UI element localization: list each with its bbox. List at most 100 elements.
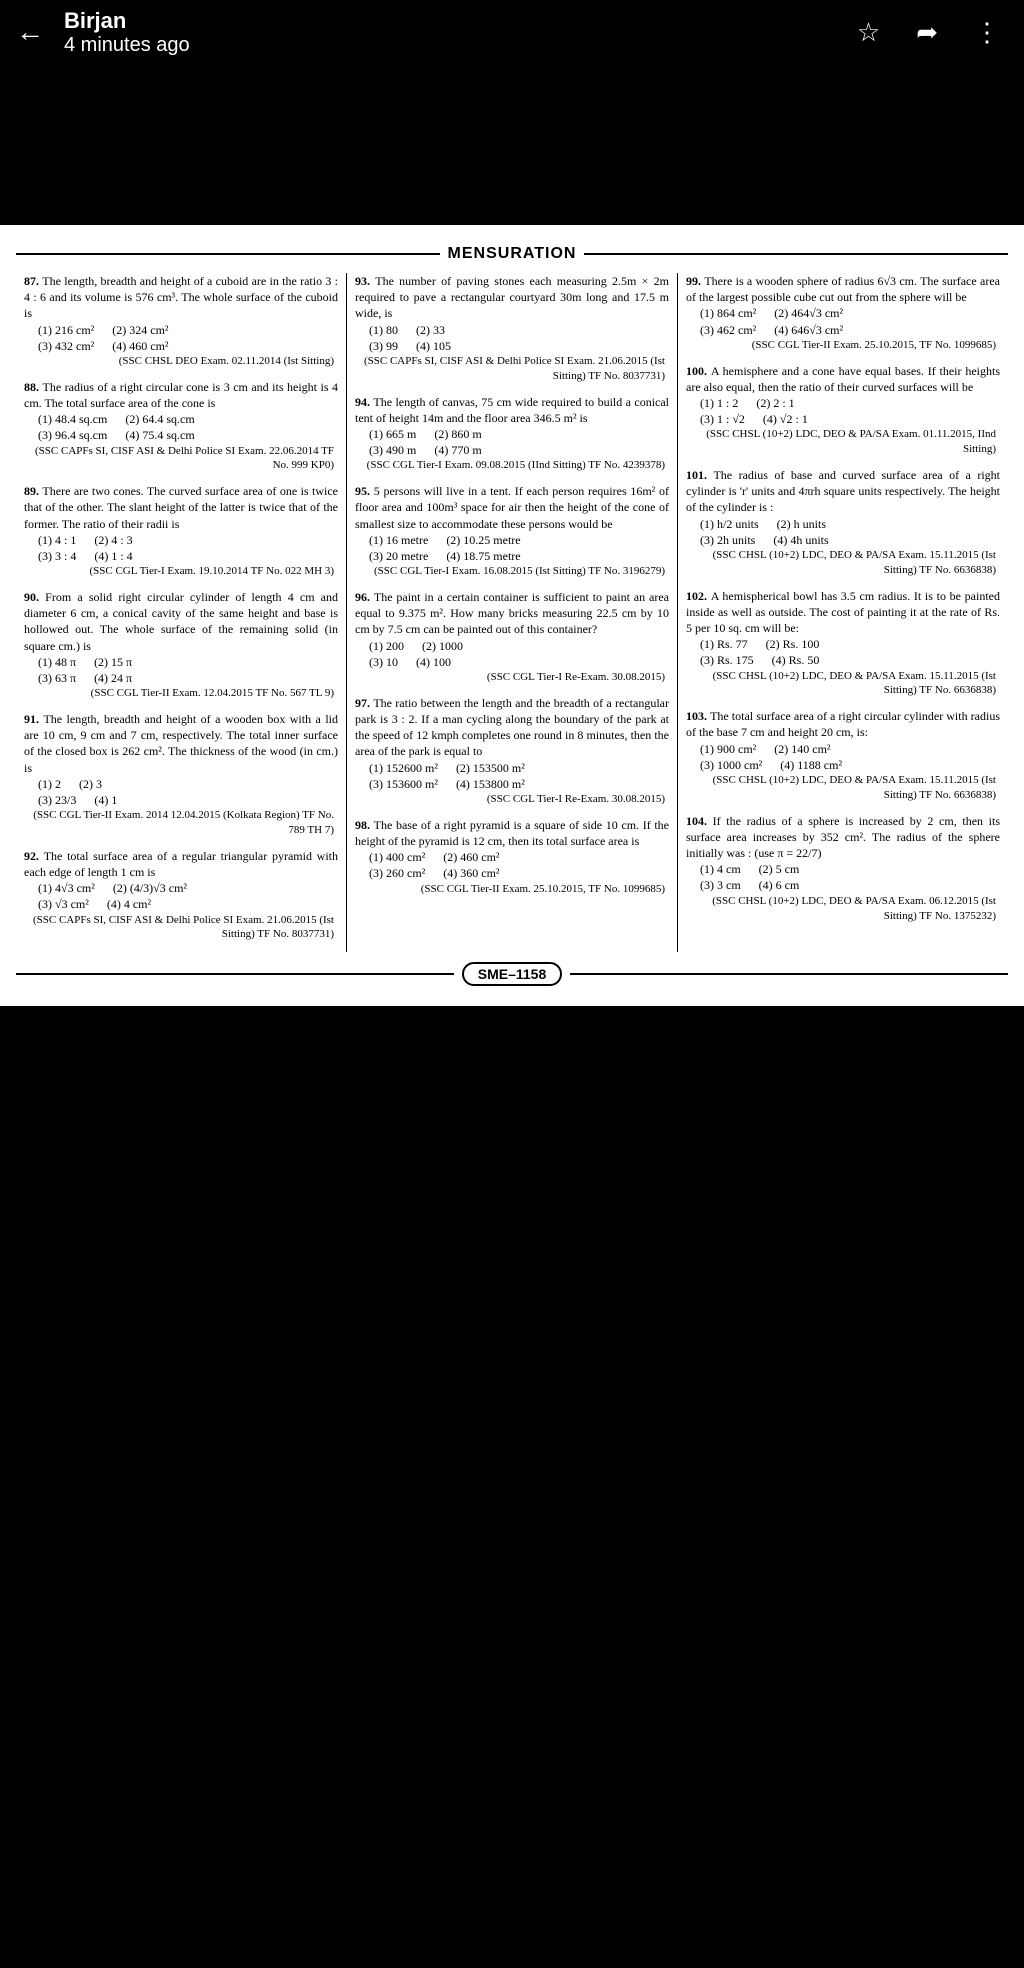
option: (4) 4h units <box>773 532 828 548</box>
question-options: (1) 4 cm(2) 5 cm(3) 3 cm(4) 6 cm <box>686 861 1000 893</box>
question-source: (SSC CGL Tier-II Exam. 12.04.2015 TF No.… <box>24 686 338 703</box>
option: (3) 490 m <box>369 442 416 458</box>
star-icon[interactable]: ☆ <box>849 18 888 48</box>
option: (4) 105 <box>416 338 451 354</box>
option: (4) 24 π <box>94 670 132 686</box>
option: (3) 23/3 <box>38 792 76 808</box>
option: (2) 324 cm² <box>112 322 168 338</box>
question: 95. 5 persons will live in a tent. If ea… <box>355 483 669 581</box>
question: 88. The radius of a right circular cone … <box>24 379 338 475</box>
option: (4) 1 : 4 <box>94 548 132 564</box>
option: (3) 432 cm² <box>38 338 94 354</box>
option-row: (3) Rs. 175(4) Rs. 50 <box>700 652 1000 668</box>
question-columns: 87. The length, breadth and height of a … <box>16 273 1008 952</box>
question-source: (SSC CHSL (10+2) LDC, DEO & PA/SA Exam. … <box>686 669 1000 701</box>
option: (1) 152600 m² <box>369 760 438 776</box>
option: (1) 16 metre <box>369 532 428 548</box>
option: (3) √3 cm² <box>38 896 89 912</box>
question-options: (1) 900 cm²(2) 140 cm²(3) 1000 cm²(4) 11… <box>686 741 1000 773</box>
question-options: (1) 665 m(2) 860 m(3) 490 m(4) 770 m <box>355 426 669 458</box>
question-source: (SSC CHSL DEO Exam. 02.11.2014 (Ist Sitt… <box>24 354 338 371</box>
option: (2) h units <box>777 516 826 532</box>
question-text: 104. If the radius of a sphere is increa… <box>686 813 1000 862</box>
option: (1) h/2 units <box>700 516 759 532</box>
option-row: (3) 490 m(4) 770 m <box>369 442 669 458</box>
option-row: (1) 4√3 cm²(2) (4/3)√3 cm² <box>38 880 338 896</box>
option-row: (1) 665 m(2) 860 m <box>369 426 669 442</box>
option-row: (1) 4 cm(2) 5 cm <box>700 861 1000 877</box>
option: (1) 200 <box>369 638 404 654</box>
share-icon[interactable]: ➦ <box>908 18 946 48</box>
question: 103. The total surface area of a right c… <box>686 708 1000 804</box>
option: (3) 2h units <box>700 532 755 548</box>
option: (3) 153600 m² <box>369 776 438 792</box>
option-row: (1) 900 cm²(2) 140 cm² <box>700 741 1000 757</box>
option-row: (3) 2h units (4) 4h units <box>700 532 1000 548</box>
question-number: 97. <box>355 696 373 710</box>
option-row: (1) 400 cm²(2) 460 cm² <box>369 849 669 865</box>
option-row: (3) 3 : 4(4) 1 : 4 <box>38 548 338 564</box>
option: (2) 153500 m² <box>456 760 525 776</box>
option: (4) 153800 m² <box>456 776 525 792</box>
option: (4) 18.75 metre <box>446 548 520 564</box>
option-row: (3) 23/3(4) 1 <box>38 792 338 808</box>
question: 96. The paint in a certain container is … <box>355 589 669 687</box>
question-source: (SSC CGL Tier-I Exam. 19.10.2014 TF No. … <box>24 564 338 581</box>
option: (3) 96.4 sq.cm <box>38 427 107 443</box>
option-row: (3) 3 cm(4) 6 cm <box>700 877 1000 893</box>
option-row: (3) 462 cm² (4) 646√3 cm² <box>700 322 1000 338</box>
question-text: 87. The length, breadth and height of a … <box>24 273 338 322</box>
question-source: (SSC CGL Tier-I Exam. 16.08.2015 (Ist Si… <box>355 564 669 581</box>
option-row: (3) 10(4) 100 <box>369 654 669 670</box>
option-row: (1) Rs. 77(2) Rs. 100 <box>700 636 1000 652</box>
option: (1) 80 <box>369 322 398 338</box>
question-number: 90. <box>24 590 45 604</box>
question-options: (1) 4 : 1(2) 4 : 3(3) 3 : 4(4) 1 : 4 <box>24 532 338 564</box>
option: (2) 64.4 sq.cm <box>125 411 194 427</box>
option: (2) 1000 <box>422 638 463 654</box>
question-options: (1) 16 metre(2) 10.25 metre(3) 20 metre(… <box>355 532 669 564</box>
option-row: (3) 432 cm² (4) 460 cm² <box>38 338 338 354</box>
option-row: (1) 152600 m² (2) 153500 m² <box>369 760 669 776</box>
question-number: 94. <box>355 395 373 409</box>
option: (3) 462 cm² <box>700 322 756 338</box>
question-text: 92. The total surface area of a regular … <box>24 848 338 880</box>
question-text: 96. The paint in a certain container is … <box>355 589 669 638</box>
more-icon[interactable]: ⋮ <box>966 18 1008 48</box>
question: 100. A hemisphere and a cone have equal … <box>686 363 1000 459</box>
option-row: (1) h/2 units (2) h units <box>700 516 1000 532</box>
question-number: 103. <box>686 709 710 723</box>
option: (1) 4 : 1 <box>38 532 76 548</box>
option: (4) 646√3 cm² <box>774 322 843 338</box>
document-page: MENSURATION 87. The length, breadth and … <box>0 225 1024 1006</box>
question-number: 95. <box>355 484 374 498</box>
question-text: 90. From a solid right circular cylinder… <box>24 589 338 654</box>
question-number: 100. <box>686 364 711 378</box>
option: (4) 75.4 sq.cm <box>125 427 194 443</box>
page-footer: SME–1158 <box>16 962 1008 986</box>
question: 102. A hemispherical bowl has 3.5 cm rad… <box>686 588 1000 701</box>
question: 104. If the radius of a sphere is increa… <box>686 813 1000 926</box>
option: (4) 4 cm² <box>107 896 151 912</box>
back-icon[interactable]: ← <box>16 17 44 49</box>
option: (3) 63 π <box>38 670 76 686</box>
question-text: 95. 5 persons will live in a tent. If ea… <box>355 483 669 532</box>
option: (2) 464√3 cm² <box>774 305 843 321</box>
option: (1) 216 cm² <box>38 322 94 338</box>
post-time: 4 minutes ago <box>64 34 829 57</box>
option: (1) 4√3 cm² <box>38 880 95 896</box>
question-number: 102. <box>686 589 711 603</box>
option: (2) 460 cm² <box>443 849 499 865</box>
question-options: (1) 80(2) 33(3) 99(4) 105 <box>355 322 669 354</box>
question-source: (SSC CAPFs SI, CISF ASI & Delhi Police S… <box>24 913 338 945</box>
option: (3) 1000 cm² <box>700 757 762 773</box>
option-row: (3) √3 cm² (4) 4 cm² <box>38 896 338 912</box>
question-options: (1) Rs. 77(2) Rs. 100(3) Rs. 175(4) Rs. … <box>686 636 1000 668</box>
app-topbar: ← Birjan 4 minutes ago ☆ ➦ ⋮ <box>0 0 1024 65</box>
question-text: 98. The base of a right pyramid is a squ… <box>355 817 669 849</box>
option: (4) 460 cm² <box>112 338 168 354</box>
option: (2) 2 : 1 <box>756 395 794 411</box>
option: (3) 99 <box>369 338 398 354</box>
question-options: (1) 864 cm²(2) 464√3 cm²(3) 462 cm²(4) 6… <box>686 305 1000 337</box>
question-number: 87. <box>24 274 42 288</box>
